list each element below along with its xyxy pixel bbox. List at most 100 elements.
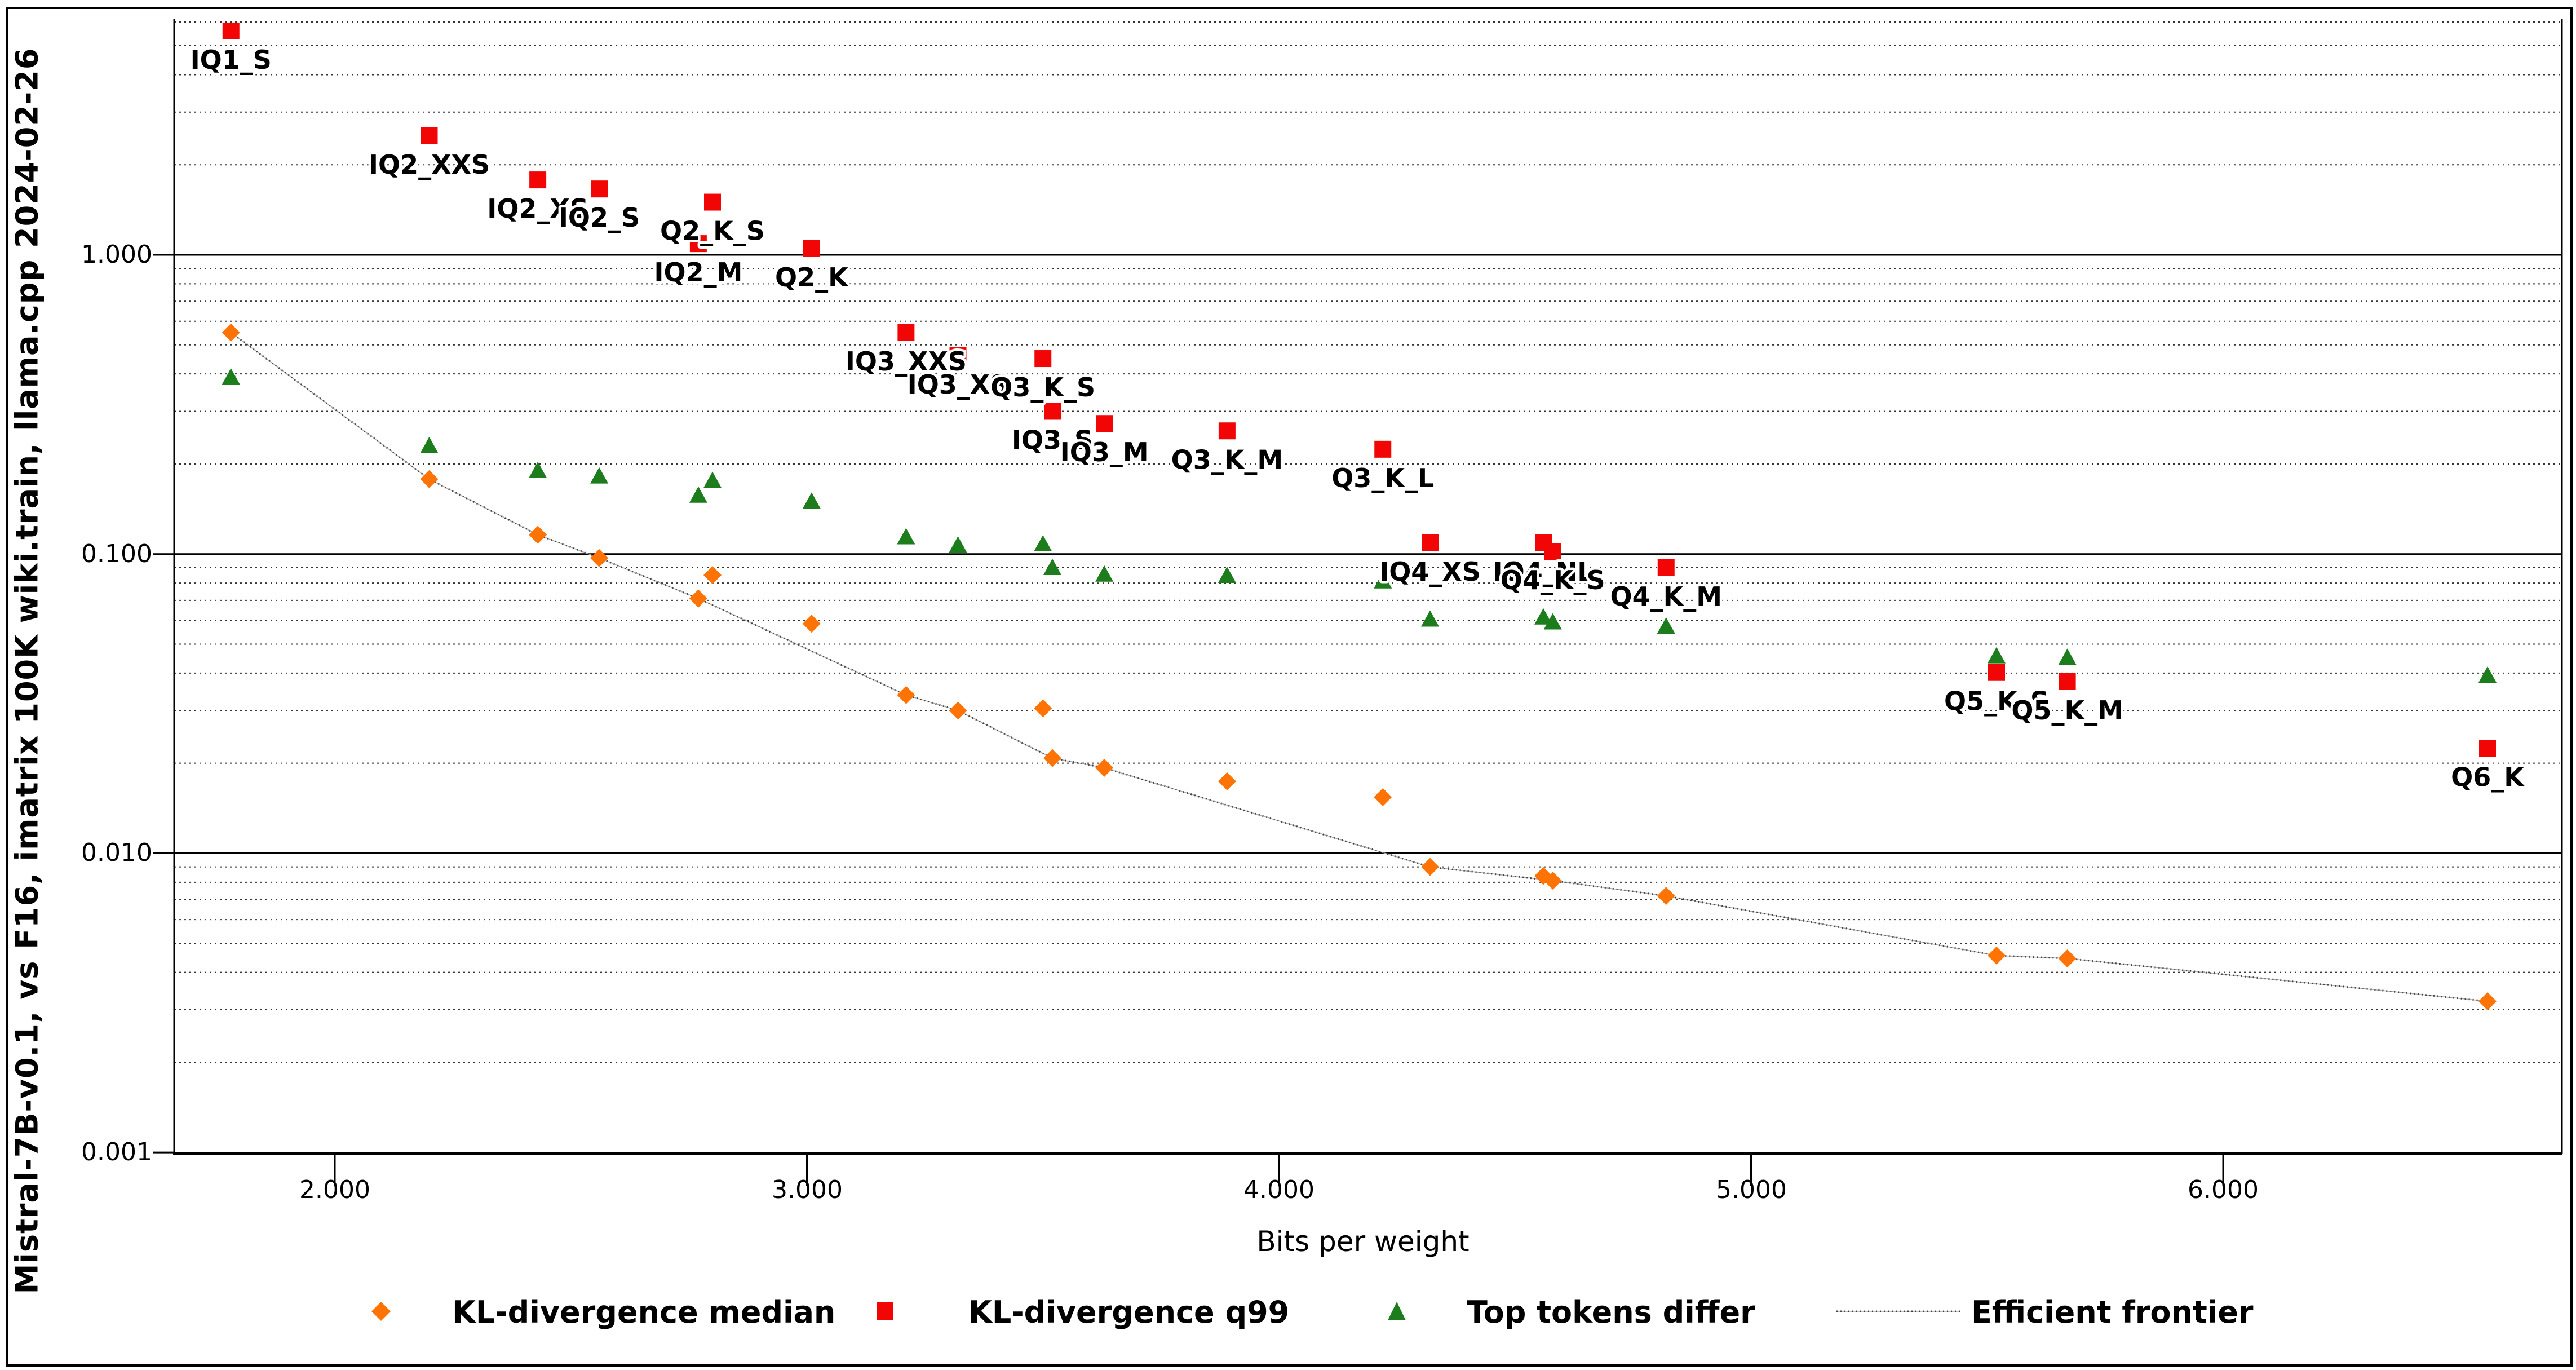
point-label-Q2_K_S: Q2_K_S — [660, 216, 765, 246]
efficient-frontier-legend-line-icon — [1836, 1310, 1960, 1312]
marker-square-IQ2_XXS — [421, 127, 438, 144]
x-tick-label-2: 2.000 — [299, 1175, 370, 1204]
marker-square-IQ1_S — [222, 22, 240, 39]
marker-diamond-IQ3_S — [1043, 749, 1061, 767]
legend-label-top-tokens: Top tokens differ — [1467, 1294, 1755, 1330]
point-label-IQ1_S: IQ1_S — [191, 45, 272, 75]
marker-diamond-Q5_K_M — [2058, 949, 2077, 968]
marker-diamond-IQ2_XXS — [420, 470, 439, 488]
marker-triangle-Q4_K_M — [1657, 617, 1675, 634]
marker-triangle-Q2_K_S — [703, 471, 722, 488]
point-label-Q3_K_S: Q3_K_S — [990, 372, 1095, 403]
figure-border — [6, 7, 2573, 1367]
marker-triangle-Q4_K_S — [1543, 613, 1562, 630]
marker-square-Q3_K_L — [1374, 440, 1392, 458]
marker-triangle-IQ2_XXS — [420, 436, 439, 453]
point-label-IQ3_XXS: IQ3_XXS — [846, 346, 967, 377]
point-label-Q5_K_M: Q5_K_M — [2011, 695, 2123, 726]
x-tick-label-4: 4.000 — [1243, 1175, 1314, 1204]
marker-square-Q5_K_M — [2059, 673, 2076, 690]
marker-diamond-Q4_K_S — [1543, 871, 1562, 890]
y-tick-label-1: 1.000 — [81, 240, 152, 269]
square-icon — [877, 1302, 893, 1320]
marker-square-Q2_K — [803, 240, 820, 257]
point-label-IQ2_M: IQ2_M — [654, 257, 742, 288]
point-label-IQ4_NL: IQ4_NL — [1493, 556, 1594, 587]
marker-diamond-Q6_K — [2478, 992, 2497, 1011]
marker-triangle-IQ3_M — [1095, 565, 1114, 582]
marker-triangle-Q3_K_L — [1374, 572, 1392, 589]
point-label-Q6_K: Q6_K — [2451, 762, 2525, 793]
marker-diamond-Q3_K_M — [1218, 772, 1236, 790]
marker-triangle-Q3_K_M — [1218, 566, 1236, 583]
marker-diamond-Q4_K_M — [1657, 887, 1675, 905]
marker-diamond-Q3_K_L — [1374, 788, 1392, 806]
legend-label-efficient-frontier: Efficient frontier — [1971, 1294, 2254, 1330]
point-label-IQ4_XS: IQ4_XS — [1379, 556, 1481, 587]
y-axis-title: Mistral-7B-v0.1, vs F16, imatrix 100K wi… — [9, 47, 45, 1294]
marker-diamond-IQ3_M — [1095, 758, 1114, 777]
marker-diamond-IQ3_XXS — [897, 686, 915, 704]
y-tick-label-0p01: 0.010 — [81, 838, 152, 867]
point-label-Q4_K_S: Q4_K_S — [1501, 565, 1605, 595]
marker-triangle-IQ2_S — [590, 467, 608, 484]
marker-diamond-Q2_K_S — [703, 566, 722, 585]
marker-triangle-Q3_K_S — [1034, 534, 1052, 551]
marker-diamond-IQ2_S — [590, 549, 608, 567]
legend-label-kl-q99: KL-divergence q99 — [968, 1294, 1290, 1330]
marker-square-Q6_K — [2479, 740, 2496, 757]
marker-triangle-IQ4_NL — [1534, 608, 1552, 625]
marker-triangle-IQ4_XS — [1421, 610, 1439, 627]
point-label-IQ2_S: IQ2_S — [559, 202, 640, 233]
x-tick-label-6: 6.000 — [2188, 1175, 2259, 1204]
marker-square-Q4_K_M — [1657, 559, 1675, 576]
x-axis-title: Bits per weight — [1256, 1225, 1470, 1258]
marker-square-IQ2_XS — [529, 171, 547, 189]
diamond-icon — [371, 1302, 391, 1321]
marker-square-IQ2_S — [591, 180, 608, 198]
marker-square-Q4_K_S — [1544, 543, 1561, 560]
marker-diamond-IQ3_XS — [949, 701, 967, 720]
marker-square-Q3_K_S — [1034, 350, 1052, 368]
marker-square-IQ3_S — [1044, 403, 1061, 420]
marker-square-IQ2_M — [689, 235, 707, 253]
marker-square-IQ3_M — [1096, 415, 1113, 432]
point-label-Q3_K_L: Q3_K_L — [1331, 463, 1434, 493]
marker-square-IQ3_XS — [949, 347, 967, 364]
marker-triangle-IQ3_XS — [949, 536, 967, 553]
y-tick-label-0p1: 0.100 — [81, 540, 152, 568]
point-label-Q3_K_M: Q3_K_M — [1171, 444, 1283, 475]
point-label-Q5_K_S: Q5_K_S — [1944, 686, 2049, 717]
marker-triangle-IQ3_XXS — [897, 528, 915, 545]
kl-q99-legend-square-icon — [877, 1302, 893, 1320]
x-tick-label-3: 3.000 — [772, 1175, 843, 1204]
point-label-IQ2_XS: IQ2_XS — [487, 193, 588, 224]
top-tokens-legend-triangle-icon — [1388, 1302, 1406, 1320]
triangle-icon — [1388, 1302, 1406, 1320]
marker-diamond-Q5_K_S — [1988, 946, 2006, 965]
legend-label-kl-median: KL-divergence median — [452, 1294, 836, 1330]
marker-triangle-Q5_K_S — [1988, 647, 2006, 664]
marker-triangle-Q6_K — [2478, 666, 2497, 683]
marker-square-IQ3_XXS — [897, 324, 915, 341]
point-label-IQ3_S: IQ3_S — [1012, 425, 1093, 455]
marker-square-IQ4_XS — [1422, 534, 1439, 551]
marker-diamond-Q2_K — [802, 615, 821, 633]
point-label-IQ3_M: IQ3_M — [1060, 437, 1149, 467]
marker-triangle-Q2_K — [802, 492, 821, 509]
x-tick-label-5: 5.000 — [1716, 1175, 1787, 1204]
marker-diamond-IQ2_M — [689, 589, 707, 608]
marker-triangle-IQ1_S — [222, 368, 240, 385]
marker-square-Q5_K_S — [1988, 664, 2005, 681]
marker-triangle-IQ3_S — [1043, 558, 1061, 575]
point-label-Q4_K_M: Q4_K_M — [1610, 581, 1722, 612]
marker-triangle-IQ2_M — [689, 486, 707, 503]
point-label-IQ3_XS: IQ3_XS — [908, 369, 1009, 400]
marker-diamond-IQ4_XS — [1421, 858, 1439, 876]
point-label-IQ2_XXS: IQ2_XXS — [369, 149, 490, 180]
marker-triangle-Q5_K_M — [2058, 648, 2077, 665]
marker-square-Q2_K_S — [704, 193, 721, 211]
point-label-Q2_K: Q2_K — [775, 262, 849, 293]
